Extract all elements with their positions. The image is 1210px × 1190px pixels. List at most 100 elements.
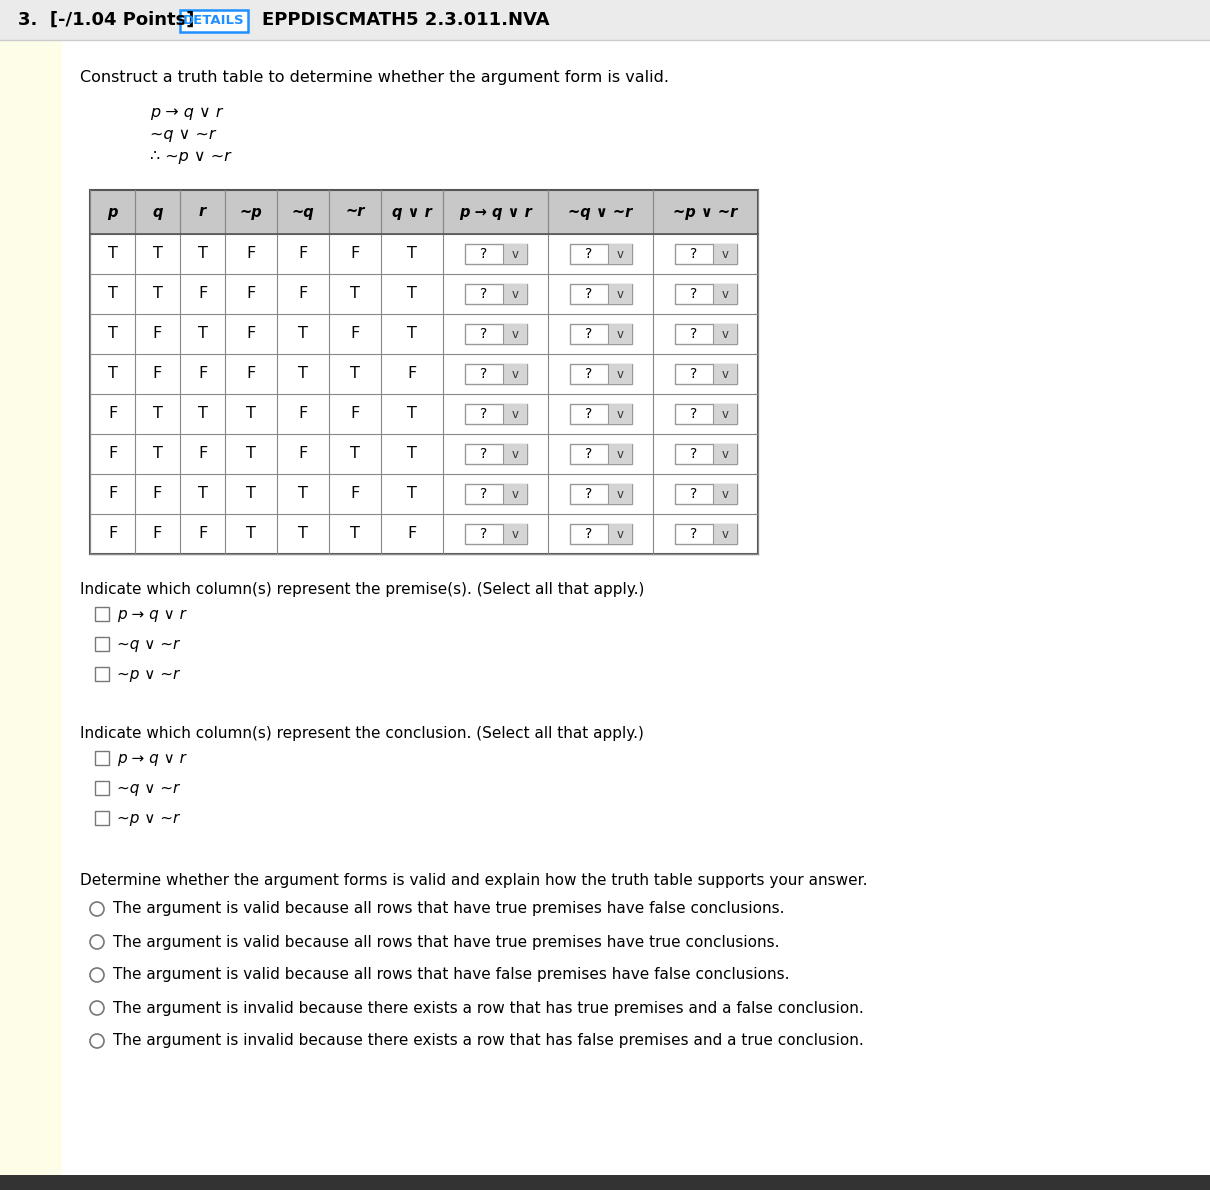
Bar [0, 1175, 1210, 1190]
Text: v: v [616, 288, 623, 301]
Text: F: F [198, 367, 207, 382]
Bar [503, 403, 526, 425]
Text: v: v [721, 248, 728, 261]
Text: ?: ? [690, 487, 697, 501]
Text: r: r [198, 205, 206, 219]
Text: T: T [298, 367, 307, 382]
Bar [96, 637, 109, 651]
Text: F: F [299, 407, 307, 421]
Bar [713, 403, 737, 425]
Bar [0, 0, 1210, 40]
Text: ?: ? [586, 487, 593, 501]
Text: v: v [511, 248, 518, 261]
Text: ?: ? [480, 327, 488, 342]
Text: T: T [350, 287, 359, 301]
Text: v: v [511, 527, 518, 540]
Text: T: T [108, 246, 117, 262]
Text: ~p: ~p [240, 205, 263, 219]
Text: ~p ∨ ~r: ~p ∨ ~r [673, 205, 738, 219]
Text: F: F [247, 326, 255, 342]
Text: T: T [298, 526, 307, 541]
Text: q ∨ r: q ∨ r [392, 205, 432, 219]
Bar [96, 812, 109, 825]
Bar [570, 364, 632, 384]
Text: ?: ? [690, 327, 697, 342]
Text: F: F [408, 526, 416, 541]
Text: ~q ∨ ~r: ~q ∨ ~r [150, 127, 215, 142]
Text: F: F [408, 367, 416, 382]
Text: T: T [407, 487, 417, 501]
Bar [607, 244, 632, 264]
Text: The argument is valid because all rows that have false premises have false concl: The argument is valid because all rows t… [113, 967, 789, 983]
Bar [503, 524, 526, 544]
Text: F: F [299, 446, 307, 462]
Text: F: F [198, 526, 207, 541]
Text: ~q ∨ ~r: ~q ∨ ~r [117, 781, 179, 795]
Text: The argument is valid because all rows that have true premises have false conclu: The argument is valid because all rows t… [113, 902, 784, 916]
Bar [90, 314, 757, 353]
Bar [503, 324, 526, 344]
Bar [607, 403, 632, 425]
Bar [465, 324, 526, 344]
Text: ~q: ~q [292, 205, 315, 219]
Text: Construct a truth table to determine whether the argument form is valid.: Construct a truth table to determine whe… [80, 70, 669, 84]
Text: ?: ? [690, 407, 697, 421]
Bar [90, 274, 757, 314]
Bar [607, 283, 632, 305]
Text: ?: ? [480, 367, 488, 381]
Text: T: T [246, 526, 257, 541]
Text: ?: ? [586, 248, 593, 261]
Text: The argument is valid because all rows that have true premises have true conclus: The argument is valid because all rows t… [113, 934, 779, 950]
Bar [90, 190, 757, 555]
Text: T: T [197, 407, 207, 421]
Bar [465, 364, 526, 384]
Text: F: F [247, 367, 255, 382]
Text: T: T [407, 326, 417, 342]
Text: T: T [152, 246, 162, 262]
Text: F: F [108, 407, 117, 421]
Text: Determine whether the argument forms is valid and explain how the truth table su: Determine whether the argument forms is … [80, 873, 868, 888]
Bar [713, 364, 737, 384]
Text: v: v [721, 288, 728, 301]
Bar [96, 668, 109, 681]
Text: v: v [721, 327, 728, 340]
Text: p → q ∨ r: p → q ∨ r [459, 205, 532, 219]
Bar [713, 524, 737, 544]
Bar [607, 483, 632, 505]
Text: p → q ∨ r: p → q ∨ r [117, 607, 186, 621]
Bar [570, 244, 632, 264]
Text: ?: ? [690, 287, 697, 301]
Bar [713, 244, 737, 264]
Text: ?: ? [480, 287, 488, 301]
Text: ~q ∨ ~r: ~q ∨ ~r [569, 205, 633, 219]
Text: T: T [197, 487, 207, 501]
Bar [503, 444, 526, 464]
Text: T: T [350, 526, 359, 541]
Text: F: F [351, 246, 359, 262]
Text: Indicate which column(s) represent the conclusion. (Select all that apply.): Indicate which column(s) represent the c… [80, 726, 644, 741]
Bar [674, 364, 737, 384]
Text: v: v [721, 368, 728, 381]
Text: T: T [350, 367, 359, 382]
Text: T: T [152, 287, 162, 301]
Text: T: T [108, 326, 117, 342]
Text: v: v [616, 447, 623, 461]
Bar [90, 394, 757, 434]
Text: v: v [511, 488, 518, 501]
Bar [90, 190, 757, 234]
Text: T: T [152, 407, 162, 421]
Text: F: F [108, 526, 117, 541]
Text: F: F [152, 367, 162, 382]
Bar [503, 364, 526, 384]
Text: ?: ? [586, 527, 593, 541]
Text: v: v [511, 288, 518, 301]
Bar [465, 403, 526, 425]
Text: ?: ? [690, 447, 697, 461]
Text: ?: ? [480, 527, 488, 541]
Bar [674, 483, 737, 505]
Text: v: v [721, 407, 728, 420]
Text: p: p [108, 205, 117, 219]
Text: T: T [407, 407, 417, 421]
Text: T: T [246, 407, 257, 421]
Bar [503, 483, 526, 505]
